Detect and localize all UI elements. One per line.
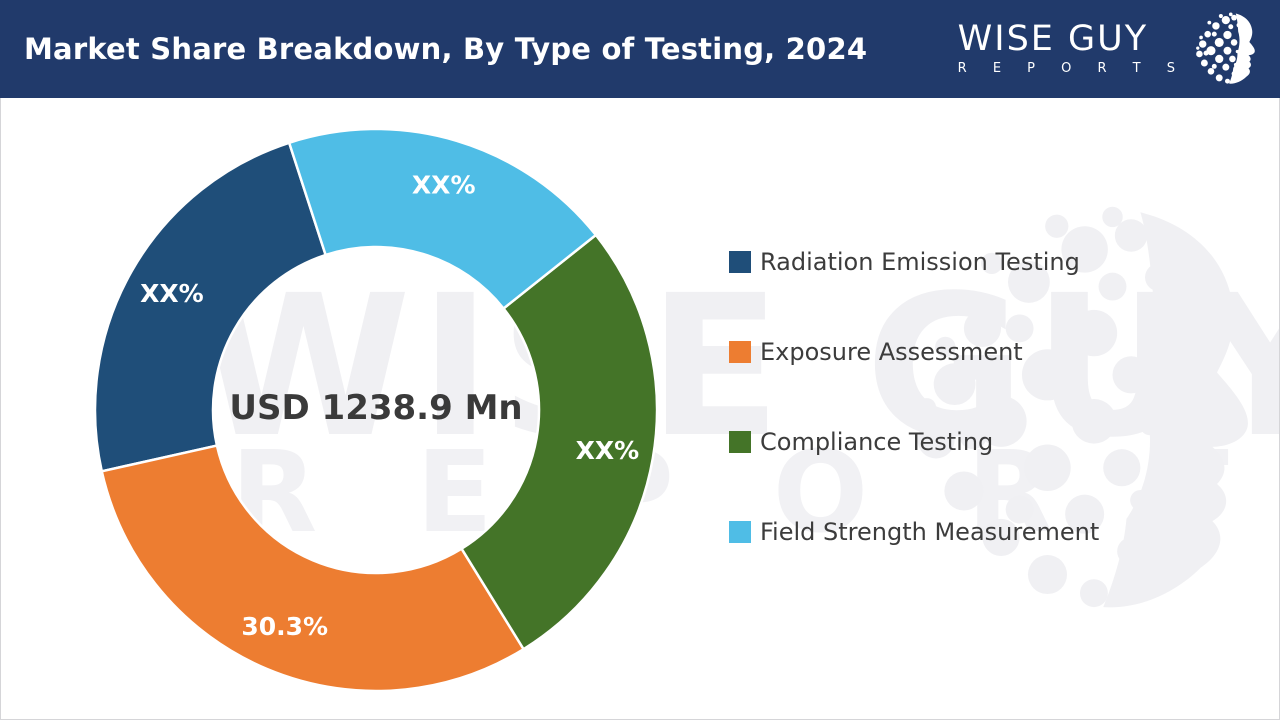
chart-center-value: USD 1238.9 Mn — [229, 388, 523, 428]
legend-item-field-strength-measurement: Field Strength Measurement — [729, 516, 1199, 548]
chart-panel: WISE GUY R E P O R T S — [0, 98, 1280, 720]
legend-swatch — [729, 341, 751, 363]
legend-item-radiation-emission-testing: Radiation Emission Testing — [729, 246, 1199, 278]
donut-segment-3 — [287, 127, 598, 310]
legend-item-exposure-assessment: Exposure Assessment — [729, 336, 1199, 368]
donut-segment-percent-label: XX% — [140, 279, 204, 308]
donut-segment-percent-label: XX% — [412, 171, 476, 200]
donut-segment-0 — [93, 141, 327, 473]
brand-wordmark-line1: WISE GUY — [957, 19, 1149, 59]
brand-wordmark-line2: R E P O R T S — [957, 61, 1186, 76]
donut-segment-2 — [460, 233, 659, 651]
legend-swatch — [729, 431, 751, 453]
legend-swatch — [729, 521, 751, 543]
donut-chart: XX% 30.3% XX% XX% — [93, 127, 659, 693]
brand-logo: WISE GUY R E P O R T S — [958, 11, 1262, 87]
donut-segment-percent-label: XX% — [576, 436, 640, 465]
brand-face-icon — [1196, 12, 1255, 84]
donut-segment-percent-label: 30.3% — [241, 612, 328, 641]
brand-wordmark: WISE GUY R E P O R T S — [957, 19, 1186, 77]
legend-item-label: Exposure Assessment — [760, 338, 1023, 366]
legend-item-label: Field Strength Measurement — [760, 518, 1100, 546]
header-bar: Market Share Breakdown, By Type of Testi… — [0, 0, 1280, 98]
legend-item-label: Compliance Testing — [760, 428, 994, 456]
legend-swatch — [729, 251, 751, 273]
chart-legend: Radiation Emission Testing Exposure Asse… — [729, 246, 1199, 606]
page-title: Market Share Breakdown, By Type of Testi… — [24, 32, 868, 66]
legend-item-compliance-testing: Compliance Testing — [729, 426, 1199, 458]
legend-item-label: Radiation Emission Testing — [760, 248, 1080, 276]
donut-segment-1 — [100, 444, 525, 693]
